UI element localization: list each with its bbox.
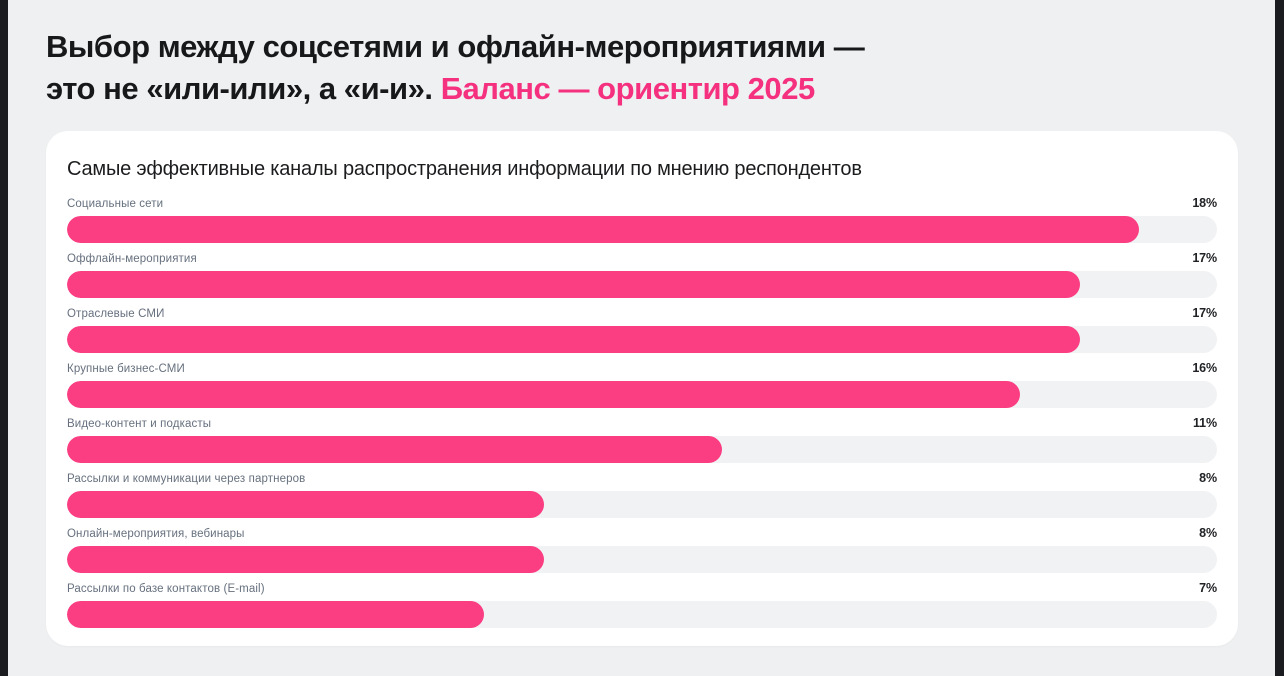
chart-row: Рассылки по базе контактов (E-mail) 7% xyxy=(67,581,1217,628)
chart-title: Самые эффективные каналы распространения… xyxy=(67,158,862,180)
bar-chart: Социальные сети 18% Оффлайн-мероприятия … xyxy=(67,196,1217,628)
bar-fill xyxy=(67,546,544,573)
page-title-line2-accent: Баланс — ориентир 2025 xyxy=(440,71,816,106)
value-label: 18% xyxy=(1192,196,1217,210)
chart-row: Оффлайн-мероприятия 17% xyxy=(67,251,1217,298)
chart-row: Отраслевые СМИ 17% xyxy=(67,306,1217,353)
bar-fill xyxy=(67,491,544,518)
slide-content: Выбор между соцсетями и офлайн-мероприят… xyxy=(46,0,1238,646)
chart-row: Рассылки и коммуникации через партнеров … xyxy=(67,471,1217,518)
category-label: Рассылки и коммуникации через партнеров xyxy=(67,473,306,485)
value-label: 16% xyxy=(1192,361,1217,375)
bar-track xyxy=(67,546,1217,573)
category-label: Крупные бизнес-СМИ xyxy=(67,363,185,375)
chart-row-head: Оффлайн-мероприятия 17% xyxy=(67,251,1217,266)
chart-card: Самые эффективные каналы распространения… xyxy=(46,131,1238,646)
value-label: 8% xyxy=(1199,526,1217,540)
chart-row-head: Рассылки по базе контактов (E-mail) 7% xyxy=(67,581,1217,596)
bar-track xyxy=(67,381,1217,408)
chart-row-head: Отраслевые СМИ 17% xyxy=(67,306,1217,321)
chart-row: Крупные бизнес-СМИ 16% xyxy=(67,361,1217,408)
right-edge-strip xyxy=(1275,0,1284,676)
chart-row-head: Крупные бизнес-СМИ 16% xyxy=(67,361,1217,376)
left-edge-strip xyxy=(0,0,8,676)
chart-row-head: Рассылки и коммуникации через партнеров … xyxy=(67,471,1217,486)
bar-track xyxy=(67,216,1217,243)
category-label: Социальные сети xyxy=(67,198,164,210)
bar-track xyxy=(67,601,1217,628)
value-label: 17% xyxy=(1192,306,1217,320)
bar-fill xyxy=(67,326,1080,353)
category-label: Видео-контент и подкасты xyxy=(67,418,212,430)
bar-fill xyxy=(67,381,1021,408)
chart-row: Онлайн-мероприятия, вебинары 8% xyxy=(67,526,1217,573)
bar-fill xyxy=(67,271,1080,298)
bar-track xyxy=(67,491,1217,518)
category-label: Оффлайн-мероприятия xyxy=(67,253,197,265)
chart-row: Видео-контент и подкасты 11% xyxy=(67,416,1217,463)
bar-track xyxy=(67,271,1217,298)
category-label: Отраслевые СМИ xyxy=(67,308,165,320)
value-label: 17% xyxy=(1192,251,1217,265)
value-label: 11% xyxy=(1193,416,1217,430)
chart-row-head: Видео-контент и подкасты 11% xyxy=(67,416,1217,431)
chart-row-head: Социальные сети 18% xyxy=(67,196,1217,211)
bar-track xyxy=(67,436,1217,463)
value-label: 7% xyxy=(1199,581,1217,595)
page-title-line2-plain: это не «или-или», а «и-и». xyxy=(46,71,441,106)
value-label: 8% xyxy=(1199,471,1217,485)
category-label: Рассылки по базе контактов (E-mail) xyxy=(67,583,265,595)
bar-fill xyxy=(67,436,723,463)
bar-fill xyxy=(67,601,485,628)
bar-track xyxy=(67,326,1217,353)
chart-row-head: Онлайн-мероприятия, вебинары 8% xyxy=(67,526,1217,541)
category-label: Онлайн-мероприятия, вебинары xyxy=(67,528,245,540)
page-title-line1: Выбор между соцсетями и офлайн-мероприят… xyxy=(46,29,865,64)
bar-fill xyxy=(67,216,1140,243)
chart-row: Социальные сети 18% xyxy=(67,196,1217,243)
page-title: Выбор между соцсетями и офлайн-мероприят… xyxy=(46,26,1238,110)
